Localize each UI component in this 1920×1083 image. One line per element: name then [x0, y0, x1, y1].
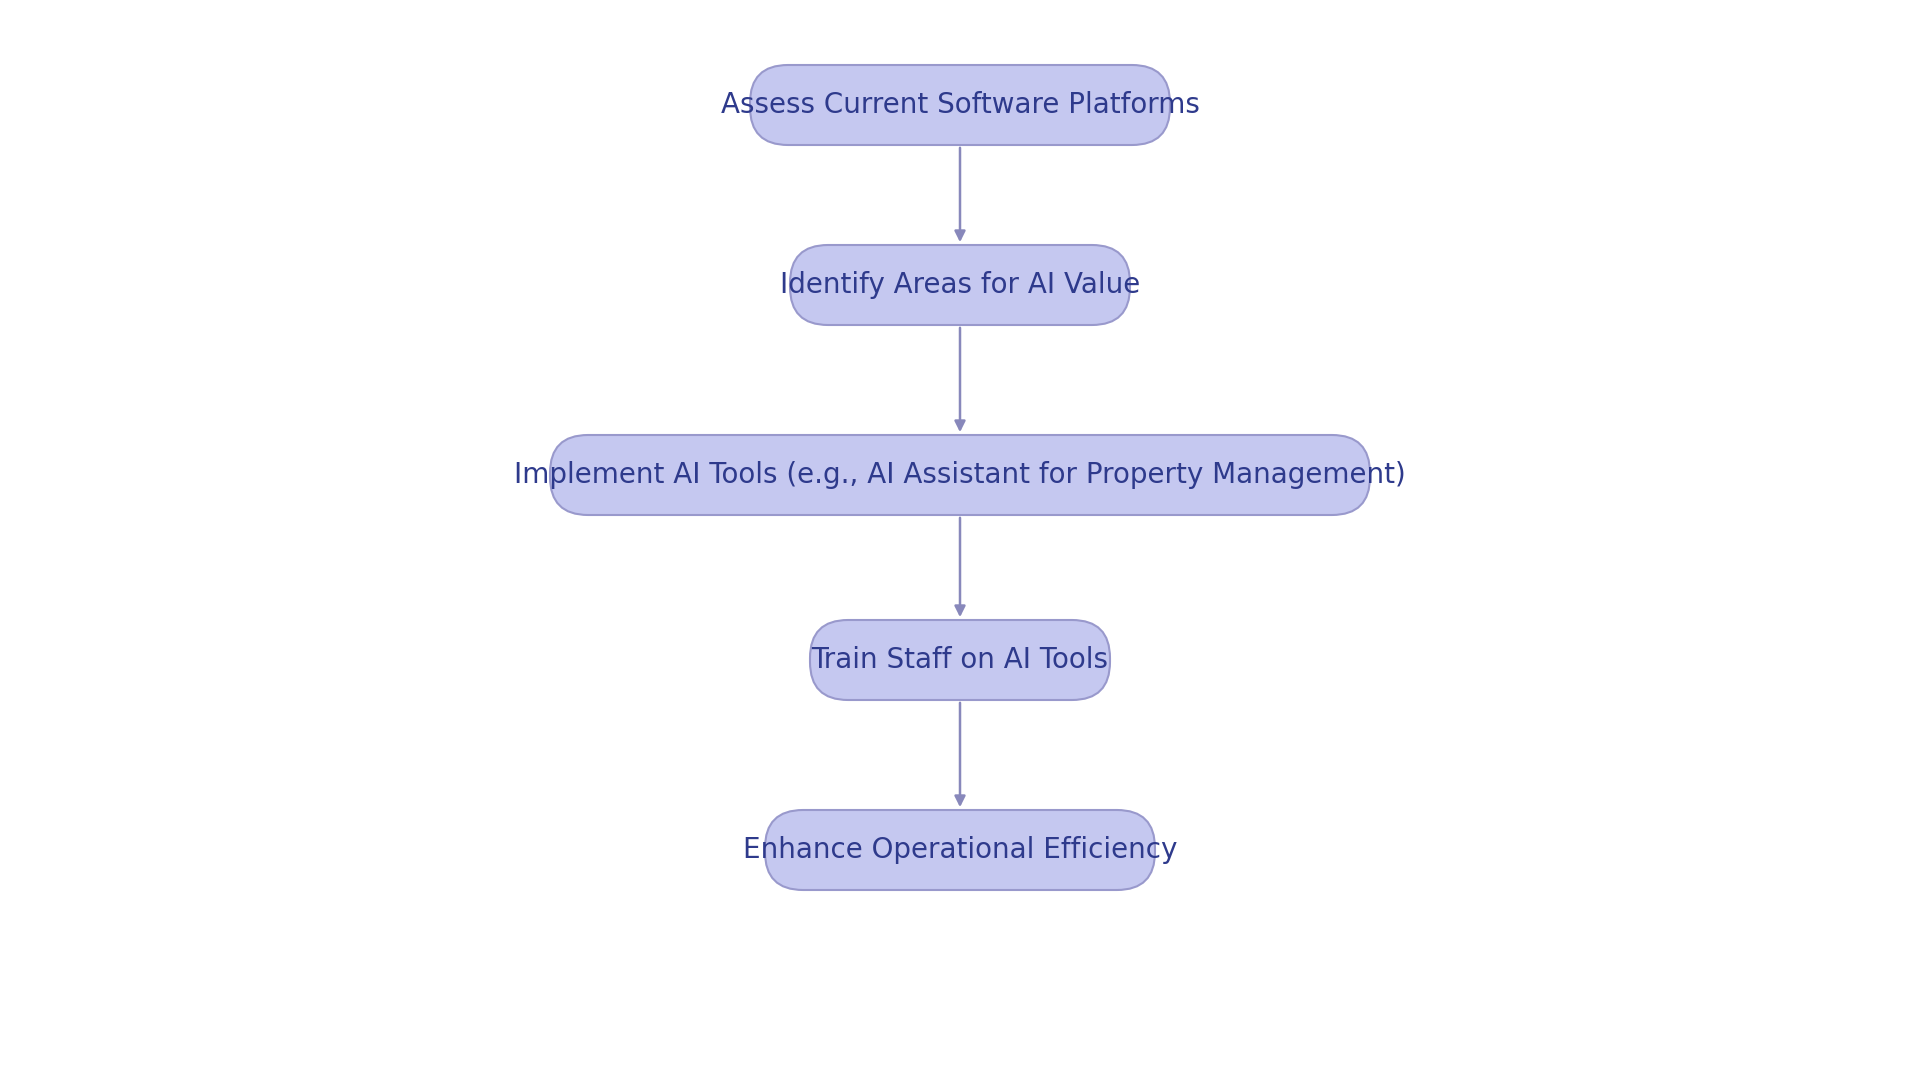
FancyBboxPatch shape [549, 435, 1371, 516]
Text: Enhance Operational Efficiency: Enhance Operational Efficiency [743, 836, 1177, 864]
Text: Implement AI Tools (e.g., AI Assistant for Property Management): Implement AI Tools (e.g., AI Assistant f… [515, 461, 1405, 490]
Text: Identify Areas for AI Value: Identify Areas for AI Value [780, 271, 1140, 299]
FancyBboxPatch shape [789, 245, 1131, 325]
Text: Assess Current Software Platforms: Assess Current Software Platforms [720, 91, 1200, 119]
Text: Train Staff on AI Tools: Train Staff on AI Tools [812, 645, 1108, 674]
FancyBboxPatch shape [751, 65, 1169, 145]
FancyBboxPatch shape [810, 619, 1110, 700]
FancyBboxPatch shape [764, 810, 1156, 890]
